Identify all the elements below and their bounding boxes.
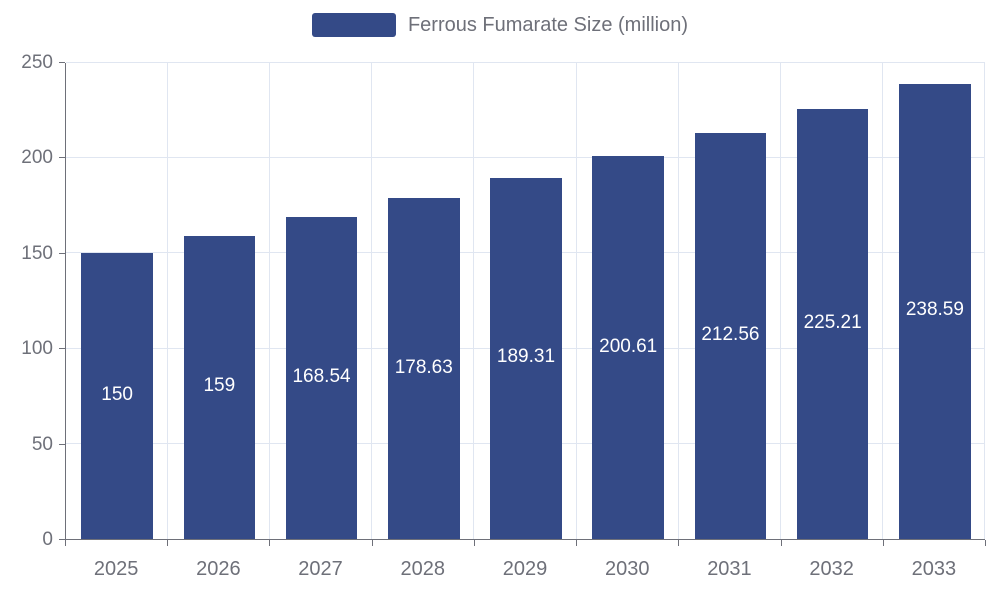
gridline-vertical: [575, 63, 577, 539]
bar-value-label: 168.54: [292, 366, 351, 388]
y-axis-tick-label: 150: [21, 242, 53, 264]
gridline-vertical: [473, 63, 475, 539]
bar-value-label: 150: [101, 383, 133, 405]
bar-2031[interactable]: 212.56: [694, 133, 767, 539]
gridline-vertical: [779, 63, 781, 539]
y-axis-tick: [59, 252, 65, 254]
legend-swatch-icon: [311, 13, 396, 37]
y-axis-tick-label: 250: [21, 52, 53, 73]
bar-value-label: 225.21: [803, 312, 862, 334]
bar-value-label: 238.59: [905, 299, 964, 321]
y-axis-tick: [59, 539, 65, 540]
x-axis-tick-label: 2028: [400, 558, 446, 580]
bar-2026[interactable]: 159: [183, 235, 256, 539]
bar-value-label: 159: [203, 375, 236, 397]
bar-value-label: 189.31: [496, 346, 556, 368]
x-axis-tick-label: 2030: [604, 558, 650, 580]
x-axis-tick: [678, 540, 680, 546]
bar-2028[interactable]: 178.63: [388, 198, 460, 539]
x-axis-tick: [269, 540, 271, 546]
x-axis-tick-label: 2026: [196, 558, 241, 580]
x-axis-tick: [576, 540, 578, 546]
y-axis-tick-label: 0: [42, 529, 53, 550]
x-axis-tick-label: 2031: [707, 558, 752, 580]
x-axis-tick: [473, 540, 475, 546]
y-axis-tick: [59, 348, 65, 350]
x-axis-tick-label: 2032: [809, 558, 854, 580]
bar-value-label: 212.56: [701, 324, 760, 346]
gridline-vertical: [677, 63, 679, 539]
bar-2033[interactable]: 238.59: [899, 83, 971, 539]
y-axis-tick: [59, 443, 65, 445]
x-axis-tick-label: 2025: [93, 558, 139, 580]
gridline-vertical: [269, 63, 271, 539]
y-axis-tick-label: 50: [31, 433, 53, 455]
legend-label: Ferrous Fumarate Size (million): [407, 13, 689, 36]
bar-2030[interactable]: 200.61: [592, 156, 664, 539]
gridline-horizontal: [66, 157, 985, 159]
x-axis-tick: [882, 540, 884, 546]
y-axis-tick: [59, 62, 65, 63]
plot-area: 150 159 168.54 178.63 189.31 200.61 212.56 225.…: [65, 62, 985, 540]
x-axis-tick: [167, 540, 169, 546]
bar-2025[interactable]: 150: [81, 252, 153, 539]
x-axis-tick: [371, 540, 373, 546]
x-axis-tick: [65, 540, 66, 546]
x-axis-tick-label: 2027: [298, 558, 343, 580]
gridline-vertical: [371, 63, 373, 539]
bar-value-label: 178.63: [394, 356, 453, 378]
bar-2032[interactable]: 225.21: [796, 109, 869, 539]
chart-legend[interactable]: Ferrous Fumarate Size (million): [0, 13, 1000, 37]
x-axis-tick: [985, 540, 986, 546]
y-axis-tick: [59, 157, 65, 159]
x-axis-tick-label: 2029: [502, 558, 548, 580]
gridline-vertical: [167, 63, 169, 539]
gridline-vertical: [881, 63, 883, 539]
bar-value-label: 200.61: [599, 335, 658, 357]
bar-2029[interactable]: 189.31: [490, 177, 562, 539]
gridline-horizontal: [66, 62, 985, 63]
x-axis-tick: [780, 540, 782, 546]
y-axis-tick-label: 200: [21, 147, 53, 169]
gridline-vertical: [984, 63, 985, 539]
bar-2027[interactable]: 168.54: [285, 217, 358, 539]
y-axis-tick-label: 100: [21, 338, 53, 360]
x-axis-tick-label: 2033: [911, 558, 957, 580]
